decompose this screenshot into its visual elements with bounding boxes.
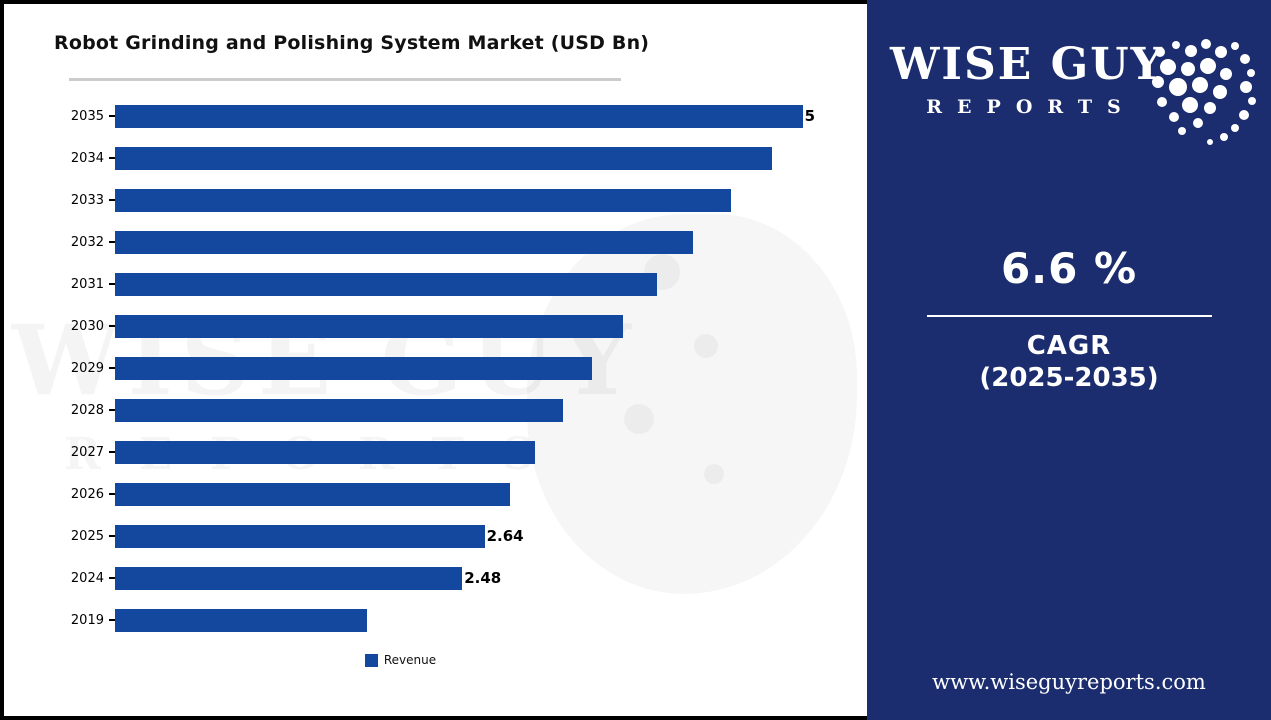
axis-tick-icon (109, 283, 115, 285)
y-axis-label: 2031 (70, 276, 104, 292)
revenue-bar (115, 104, 803, 128)
y-axis-label: 2033 (70, 192, 104, 208)
axis-tick-icon (109, 157, 115, 159)
cagr-period: (2025-2035) (979, 363, 1159, 393)
brand-panel: WISE GUY REPORTS 6.6 % (867, 0, 1271, 720)
revenue-bar (115, 524, 485, 548)
legend: Revenue (54, 653, 747, 667)
cagr-value: 6.6 % (1000, 244, 1138, 293)
bars: 2035 5 2034 2033 2032 2031 2030 2029 2028 2027 202… (54, 95, 867, 641)
revenue-bar (115, 566, 463, 590)
chart-section: WISE GUY REPORTS Robot Grinding and Poli… (0, 0, 867, 720)
y-axis-label: 2032 (70, 234, 104, 250)
data-label: 2.64 (486, 527, 524, 545)
revenue-bar (115, 356, 593, 380)
data-label: 2.48 (464, 569, 502, 587)
bar-row: 2031 (54, 263, 867, 305)
axis-tick-icon (109, 241, 115, 243)
website-url: www.wiseguyreports.com (932, 670, 1206, 694)
y-axis-label: 2034 (70, 150, 104, 166)
revenue-bar (115, 440, 535, 464)
revenue-bar (115, 272, 657, 296)
legend-label: Revenue (383, 653, 437, 667)
axis-tick-icon (109, 577, 115, 579)
bar-row: 2033 (54, 179, 867, 221)
cagr-divider (926, 315, 1212, 317)
y-axis-label: 2019 (70, 612, 104, 628)
revenue-bar (115, 230, 694, 254)
y-axis-label: 2024 (70, 570, 104, 586)
revenue-bar (115, 608, 367, 632)
bar-row: 2029 (54, 347, 867, 389)
head-dots-icon (1151, 39, 1256, 145)
axis-tick-icon (109, 409, 115, 411)
cagr-block: 6.6 % CAGR (2025-2035) (926, 244, 1212, 393)
y-axis-label: 2027 (70, 444, 104, 460)
chart-top-rule (69, 78, 621, 81)
y-axis-label: 2026 (70, 486, 104, 502)
bar-row: 2024 2.48 (54, 557, 867, 599)
y-axis-label: 2030 (70, 318, 104, 334)
legend-swatch-icon (364, 653, 378, 667)
cagr-label: CAGR (1026, 331, 1112, 361)
revenue-bar (115, 188, 731, 212)
bar-row: 2035 5 (54, 95, 867, 137)
brand-logo-line1: WISE GUY (890, 39, 1164, 90)
y-axis-label: 2028 (70, 402, 104, 418)
bar-row: 2027 (54, 431, 867, 473)
bar-row: 2026 (54, 473, 867, 515)
revenue-bar (115, 398, 563, 422)
bar-row: 2030 (54, 305, 867, 347)
axis-tick-icon (109, 493, 115, 495)
axis-tick-icon (109, 619, 115, 621)
revenue-bar (115, 314, 624, 338)
brand-logo-text: WISE GUY REPORTS (890, 39, 1164, 119)
y-axis-label: 2025 (70, 528, 104, 544)
y-axis-label: 2029 (70, 360, 104, 376)
axis-tick-icon (109, 451, 115, 453)
axis-tick-icon (109, 199, 115, 201)
revenue-bar (115, 482, 510, 506)
chart-title: Robot Grinding and Polishing System Mark… (54, 32, 650, 54)
data-label: 5 (804, 107, 815, 125)
bar-row: 2028 (54, 389, 867, 431)
bar-row: 2032 (54, 221, 867, 263)
brand-logo-line2: REPORTS (926, 96, 1136, 119)
bar-row: 2034 (54, 137, 867, 179)
bar-row: 2019 (54, 599, 867, 641)
brand-logo: WISE GUY REPORTS (890, 39, 1256, 148)
y-axis-label: 2035 (70, 108, 104, 124)
axis-tick-icon (109, 367, 115, 369)
bar-row: 2025 2.64 (54, 515, 867, 557)
axis-tick-icon (109, 325, 115, 327)
axis-tick-icon (109, 115, 115, 117)
axis-tick-icon (109, 535, 115, 537)
revenue-bar (115, 146, 772, 170)
